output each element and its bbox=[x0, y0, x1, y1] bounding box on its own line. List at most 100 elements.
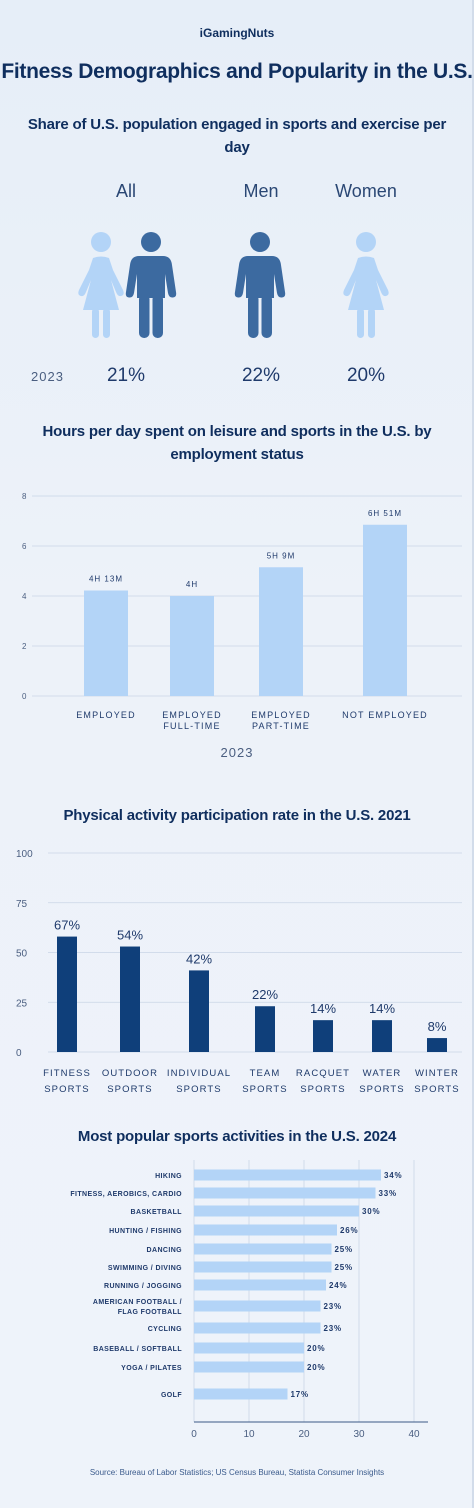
y-tick-label: AMERICAN FOOTBALL / bbox=[93, 1299, 182, 1306]
y-tick-label: FITNESS, AEROBICS, CARDIO bbox=[70, 1191, 182, 1198]
x-tick-label: 40 bbox=[408, 1429, 420, 1440]
data-label: 24% bbox=[329, 1281, 347, 1290]
data-label: 4H bbox=[186, 580, 198, 589]
group-label-men: Men bbox=[243, 181, 279, 201]
x-tick-label: 10 bbox=[243, 1429, 255, 1440]
bar bbox=[194, 1243, 332, 1255]
x-tick-label: FULL-TIME bbox=[163, 721, 220, 731]
section1-title: Share of U.S. population engaged in spor… bbox=[27, 116, 447, 156]
chart1-year: 2023 bbox=[220, 745, 254, 760]
woman-icon bbox=[78, 232, 124, 338]
page-title: Fitness Demographics and Popularity in t… bbox=[1, 60, 473, 83]
x-tick-label: SPORTS bbox=[242, 1084, 288, 1095]
y-tick-label: HIKING bbox=[155, 1173, 182, 1180]
x-tick-label: RACQUET bbox=[296, 1068, 350, 1079]
bar bbox=[255, 1006, 275, 1052]
bar bbox=[194, 1300, 321, 1312]
bar bbox=[57, 936, 77, 1052]
data-label: 4H 13M bbox=[89, 575, 123, 584]
pct-all: 21% bbox=[106, 365, 146, 386]
data-label: 22% bbox=[252, 987, 278, 1002]
data-label: 14% bbox=[310, 1001, 336, 1016]
y-tick-label: 6 bbox=[22, 542, 27, 551]
y-tick-label: 50 bbox=[16, 949, 28, 960]
x-tick-label: 20 bbox=[298, 1429, 310, 1440]
data-label: 17% bbox=[291, 1390, 309, 1399]
section4-title: Most popular sports activities in the U.… bbox=[77, 1128, 397, 1145]
y-tick-label: DANCING bbox=[147, 1247, 183, 1254]
y-tick-label: CYCLING bbox=[148, 1326, 182, 1333]
x-tick-label: NOT EMPLOYED bbox=[342, 710, 428, 720]
bar bbox=[194, 1279, 326, 1291]
bar bbox=[427, 1038, 447, 1052]
data-label: 20% bbox=[307, 1363, 325, 1372]
section3-title: Physical activity participation rate in … bbox=[63, 807, 411, 824]
y-tick-label: HUNTING / FISHING bbox=[109, 1228, 182, 1235]
x-tick-label: SPORTS bbox=[359, 1084, 405, 1095]
x-tick-label: PART-TIME bbox=[252, 721, 310, 731]
y-tick-label: 0 bbox=[16, 1048, 22, 1059]
bar bbox=[194, 1361, 304, 1373]
page-edge bbox=[472, 0, 474, 1508]
man-icon bbox=[234, 232, 286, 338]
bar bbox=[194, 1261, 332, 1273]
bar bbox=[189, 970, 209, 1052]
x-tick-label: 30 bbox=[353, 1429, 365, 1440]
data-label: 20% bbox=[307, 1344, 325, 1353]
data-label: 54% bbox=[117, 928, 143, 943]
data-label: 25% bbox=[335, 1245, 353, 1254]
data-label: 30% bbox=[362, 1207, 380, 1216]
bar bbox=[194, 1169, 381, 1181]
bar bbox=[84, 590, 128, 696]
x-tick-label: EMPLOYED bbox=[251, 710, 311, 720]
data-label: 5H 9M bbox=[267, 551, 296, 560]
data-label: 6H 51M bbox=[368, 509, 402, 518]
data-label: 42% bbox=[186, 951, 212, 966]
x-tick-label: SPORTS bbox=[300, 1084, 346, 1095]
y-tick-label: 2 bbox=[22, 642, 27, 651]
bar bbox=[363, 524, 407, 696]
group-label-all: All bbox=[115, 181, 136, 201]
data-label: 34% bbox=[384, 1171, 402, 1180]
y-tick-label: 8 bbox=[22, 492, 27, 501]
popular-sports-chart: 0 10 20 30 40 34% HIKING 33% FITNESS, AEROBICS, … bbox=[70, 1160, 428, 1440]
participation-rate-chart: 0 25 50 75 100 67% FITNESS SPORTS 54% OUTDOOR SPOR… bbox=[16, 849, 462, 1095]
x-tick-label: 0 bbox=[191, 1429, 197, 1440]
y-tick-label: SWIMMING / DIVING bbox=[108, 1265, 182, 1272]
x-tick-label: SPORTS bbox=[44, 1084, 90, 1095]
brand-logo: iGamingNuts bbox=[199, 26, 275, 40]
bar bbox=[194, 1224, 337, 1236]
pct-men: 22% bbox=[241, 365, 281, 386]
data-label: 26% bbox=[340, 1226, 358, 1235]
x-tick-label: EMPLOYED bbox=[162, 710, 222, 720]
bar bbox=[194, 1322, 321, 1334]
data-label: 67% bbox=[54, 918, 80, 933]
data-label: 14% bbox=[369, 1001, 395, 1016]
x-tick-label: SPORTS bbox=[176, 1084, 222, 1095]
bar bbox=[194, 1388, 288, 1400]
y-tick-label: 0 bbox=[22, 692, 27, 701]
bar bbox=[170, 596, 214, 696]
x-tick-label: WATER bbox=[363, 1068, 402, 1079]
y-tick-label: 4 bbox=[22, 592, 27, 601]
data-label: 23% bbox=[324, 1324, 342, 1333]
y-tick-label: GOLF bbox=[161, 1392, 182, 1399]
man-icon bbox=[125, 232, 177, 338]
y-tick-label: BASKETBALL bbox=[131, 1209, 183, 1216]
group-label-women: Women bbox=[335, 181, 397, 201]
y-tick-label: FLAG FOOTBALL bbox=[118, 1309, 183, 1316]
bar bbox=[194, 1187, 376, 1199]
y-tick-label: 25 bbox=[16, 998, 28, 1009]
bar bbox=[194, 1205, 359, 1217]
x-tick-label: SPORTS bbox=[414, 1084, 460, 1095]
data-label: 23% bbox=[324, 1302, 342, 1311]
source-note: Source: Bureau of Labor Statistics; US C… bbox=[89, 1468, 385, 1477]
people-icons bbox=[78, 232, 389, 338]
woman-icon bbox=[343, 232, 389, 338]
x-tick-label: INDIVIDUAL bbox=[167, 1068, 231, 1079]
section2-title: Hours per day spent on leisure and sport… bbox=[42, 423, 432, 463]
y-tick-label: YOGA / PILATES bbox=[121, 1365, 182, 1372]
bar bbox=[313, 1020, 333, 1052]
